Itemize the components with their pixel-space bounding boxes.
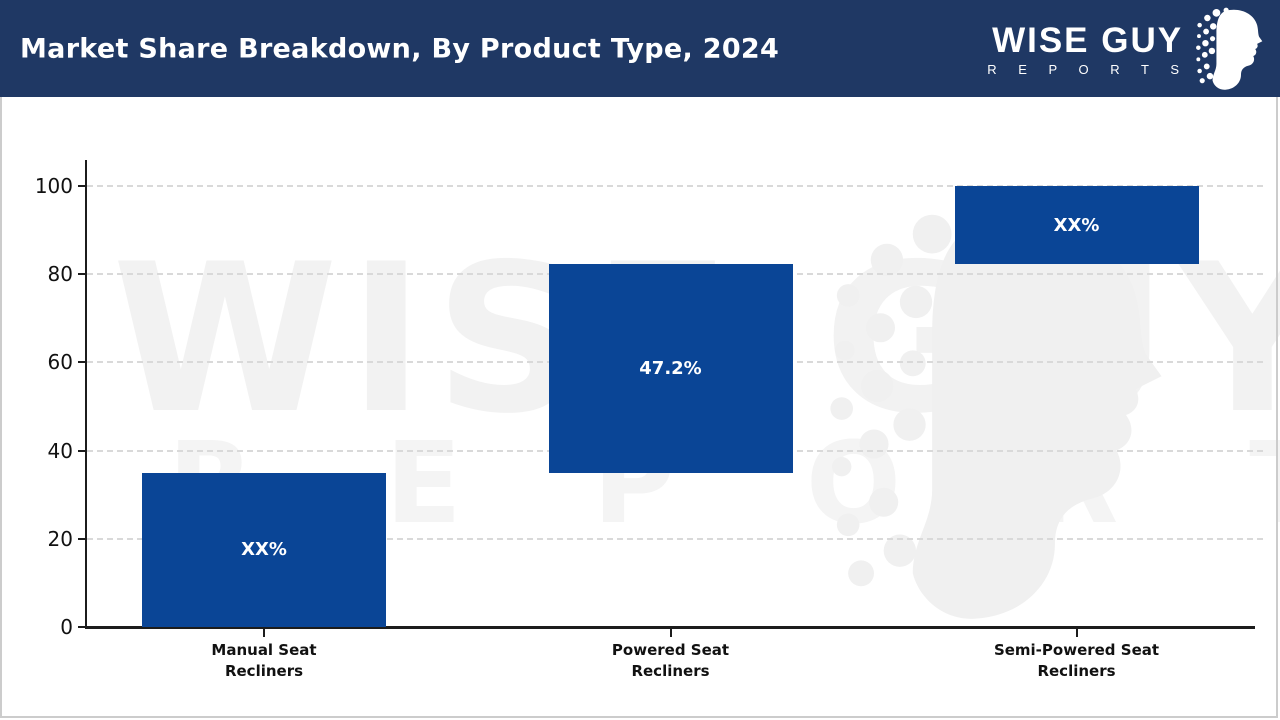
y-tick-40 (78, 449, 86, 452)
y-tick-label-0: 0 (60, 615, 73, 639)
wise-guy-reports-logo: WISE GUY R E P O R T S (987, 6, 1266, 92)
y-tick-label-40: 40 (47, 438, 73, 463)
gridline-20 (87, 537, 1263, 540)
bar-segment: 47.2% (548, 264, 793, 473)
x-tick-1 (669, 629, 672, 637)
y-tick-label-60: 60 (47, 350, 73, 375)
category-label-line: Manual Seat (211, 641, 317, 659)
y-tick-label-20: 20 (47, 526, 73, 551)
gridline-100 (87, 185, 1263, 187)
y-tick-20 (78, 537, 86, 540)
y-tick-80 (78, 273, 86, 276)
category-label-line: Recliners (224, 662, 304, 680)
bar-value-label: XX% (241, 539, 287, 561)
x-tick-0 (263, 629, 265, 637)
y-tick-label-80: 80 (47, 262, 73, 287)
bar-segment: XX% (954, 186, 1199, 265)
category-label: Semi-Powered Seat Recliners (927, 640, 1227, 682)
bar-segment: XX% (142, 472, 386, 627)
bar-value-label: 47.2% (639, 358, 702, 380)
y-tick-60 (78, 361, 86, 364)
y-tick-100 (78, 185, 86, 187)
y-axis-line (85, 160, 87, 629)
category-label: Manual Seat Recliners (114, 640, 414, 682)
y-tick-label-100: 100 (34, 174, 73, 198)
x-tick-2 (1075, 629, 1078, 637)
category-label: Powered Seat Recliners (521, 640, 821, 682)
logo-face-dots-icon (1196, 7, 1263, 90)
logo-reports-label: R E P O R T S (987, 61, 1188, 77)
chart-title: Market Share Breakdown, By Product Type,… (20, 33, 780, 64)
category-label-line: Powered Seat (611, 641, 730, 659)
category-label-line: Recliners (1037, 662, 1116, 680)
category-label-line: Recliners (631, 662, 710, 680)
bar-value-label: XX% (1053, 214, 1100, 236)
y-tick-0 (78, 626, 86, 628)
header-bar: Market Share Breakdown, By Product Type,… (0, 0, 1280, 97)
x-axis-line (85, 626, 1255, 629)
logo-wiseguy-label: WISE GUY (992, 20, 1184, 60)
logo-text: WISE GUY R E P O R T S (987, 23, 1188, 76)
category-label-line: Semi-Powered Seat (993, 641, 1160, 659)
